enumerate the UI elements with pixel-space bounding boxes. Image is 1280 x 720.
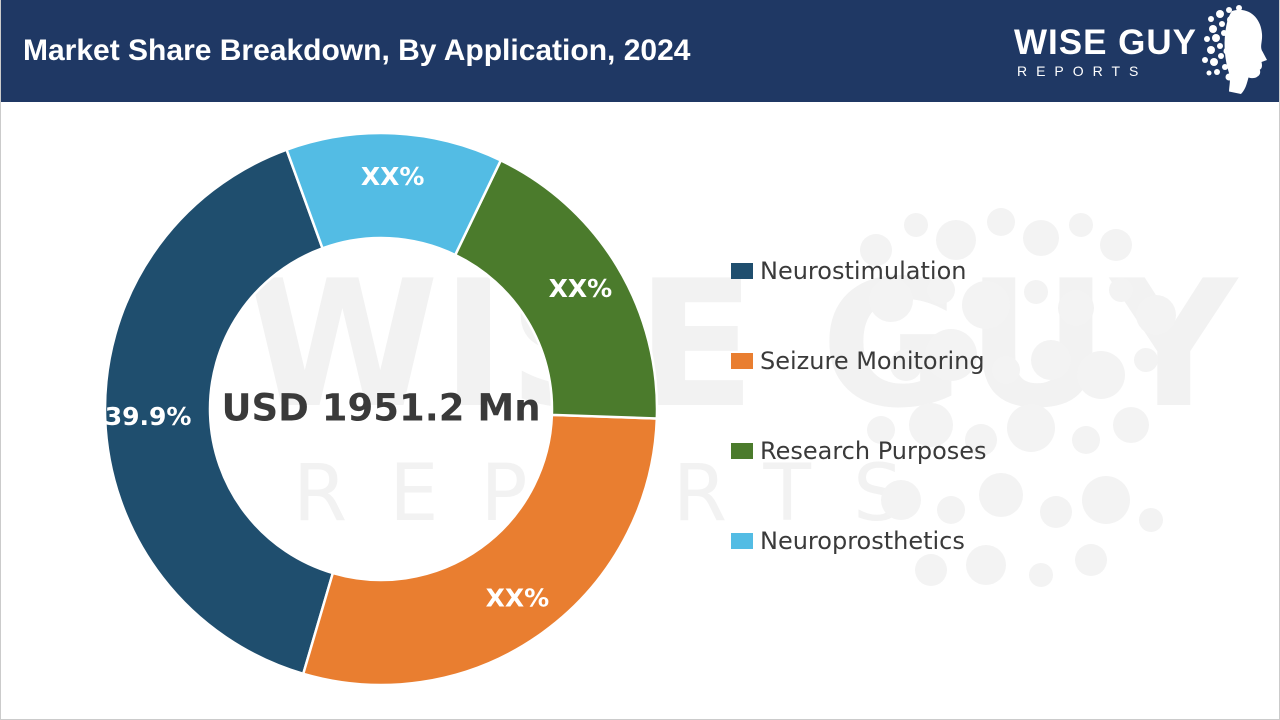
legend-item-neurostimulation: Neurostimulation	[731, 255, 966, 287]
legend-item-seizure-monitoring: Seizure Monitoring	[731, 345, 985, 377]
segment-value-label: XX%	[549, 274, 613, 303]
segment-value-label: 39.9%	[105, 402, 192, 431]
chart-center-value: USD 1951.2 Mn	[221, 386, 541, 430]
legend-swatch	[731, 353, 753, 369]
segment-value-label: XX%	[486, 583, 550, 612]
donut-segment-seizure-monitoring	[302, 413, 659, 687]
brand-logo: WISE GUY REPORTS	[1014, 0, 1269, 102]
legend-label: Neurostimulation	[760, 257, 967, 285]
watermark-wordmark: WISE GUY	[246, 244, 1240, 447]
legend-label: Research Purposes	[760, 437, 987, 465]
legend-label: Neuroprosthetics	[760, 527, 965, 555]
logo-subtitle: REPORTS	[1016, 62, 1148, 79]
logo-head-icon	[1202, 5, 1267, 94]
legend-item-research-purposes: Research Purposes	[731, 435, 987, 467]
legend-label: Seizure Monitoring	[760, 347, 985, 375]
brand-logo-text: WISE GUY REPORTS	[1014, 25, 1197, 78]
segment-value-label: XX%	[361, 162, 425, 191]
header-bar: Market Share Breakdown, By Application, …	[1, 0, 1279, 102]
donut-segment-neurostimulation	[103, 148, 335, 676]
legend-item-neuroprosthetics: Neuroprosthetics	[731, 525, 965, 557]
legend-swatch	[731, 443, 753, 459]
legend-swatch	[731, 533, 753, 549]
donut-segment-research-purposes	[453, 159, 659, 420]
page-title: Market Share Breakdown, By Application, …	[23, 34, 691, 67]
donut-segment-neuroprosthetics	[285, 131, 503, 257]
logo-wordmark: WISE GUY	[1013, 22, 1197, 62]
legend-swatch	[731, 263, 753, 279]
